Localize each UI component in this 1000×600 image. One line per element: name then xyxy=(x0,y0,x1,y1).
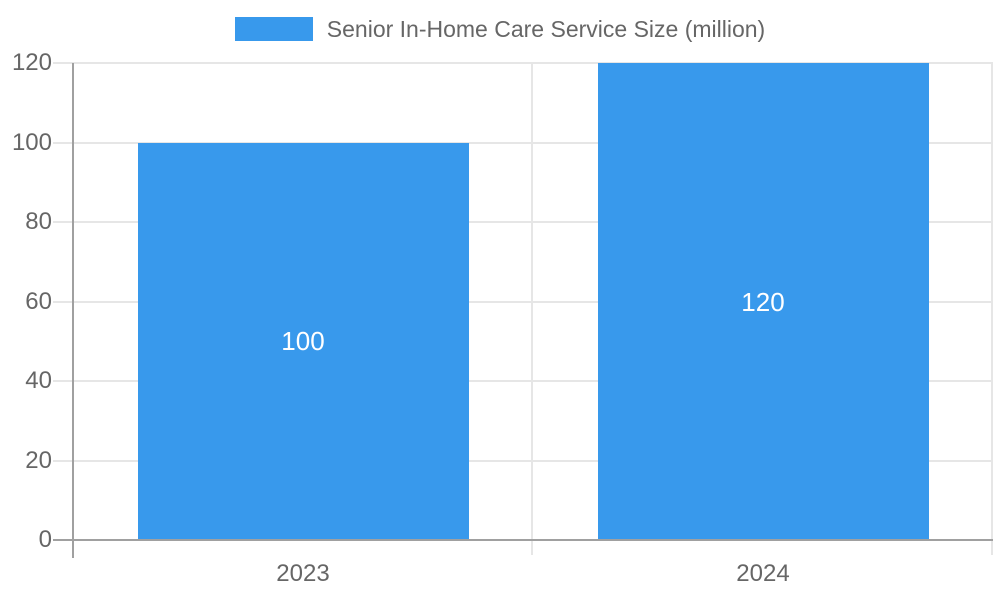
y-gridline xyxy=(73,142,993,144)
y-gridline xyxy=(73,62,993,64)
y-gridline xyxy=(73,380,993,382)
y-gridline xyxy=(73,221,993,223)
bar-2024[interactable] xyxy=(598,63,929,540)
x-boundary-gridline xyxy=(531,63,533,555)
legend-swatch xyxy=(234,17,313,41)
bar-value-label: 100 xyxy=(281,326,325,356)
y-axis-tick-label: 120 xyxy=(11,49,52,76)
y-tick-mark xyxy=(53,62,73,64)
y-tick-mark xyxy=(53,460,73,462)
y-axis-tick-label: 100 xyxy=(11,129,52,156)
y-axis-line xyxy=(72,63,74,558)
x-axis-tick-label: 2024 xyxy=(736,560,790,587)
legend-item[interactable]: Senior In-Home Care Service Size (millio… xyxy=(0,16,1000,42)
legend-label: Senior In-Home Care Service Size (millio… xyxy=(326,16,766,42)
bar-2023[interactable] xyxy=(138,143,469,541)
y-gridline xyxy=(73,460,993,462)
y-axis-tick-label: 0 xyxy=(38,526,52,553)
y-tick-mark xyxy=(53,380,73,382)
y-axis-tick-label: 20 xyxy=(25,447,52,474)
x-axis-tick-label: 2023 xyxy=(276,560,330,587)
y-tick-mark xyxy=(53,301,73,303)
x-boundary-gridline xyxy=(991,63,993,555)
x-axis-line xyxy=(53,539,993,541)
bar-value-label: 120 xyxy=(741,287,785,317)
y-axis-tick-label: 80 xyxy=(25,208,52,235)
y-axis-tick-label: 40 xyxy=(25,367,52,394)
y-axis-tick-label: 60 xyxy=(25,288,52,315)
y-tick-mark xyxy=(53,221,73,223)
y-tick-mark xyxy=(53,142,73,144)
y-gridline xyxy=(73,301,993,303)
